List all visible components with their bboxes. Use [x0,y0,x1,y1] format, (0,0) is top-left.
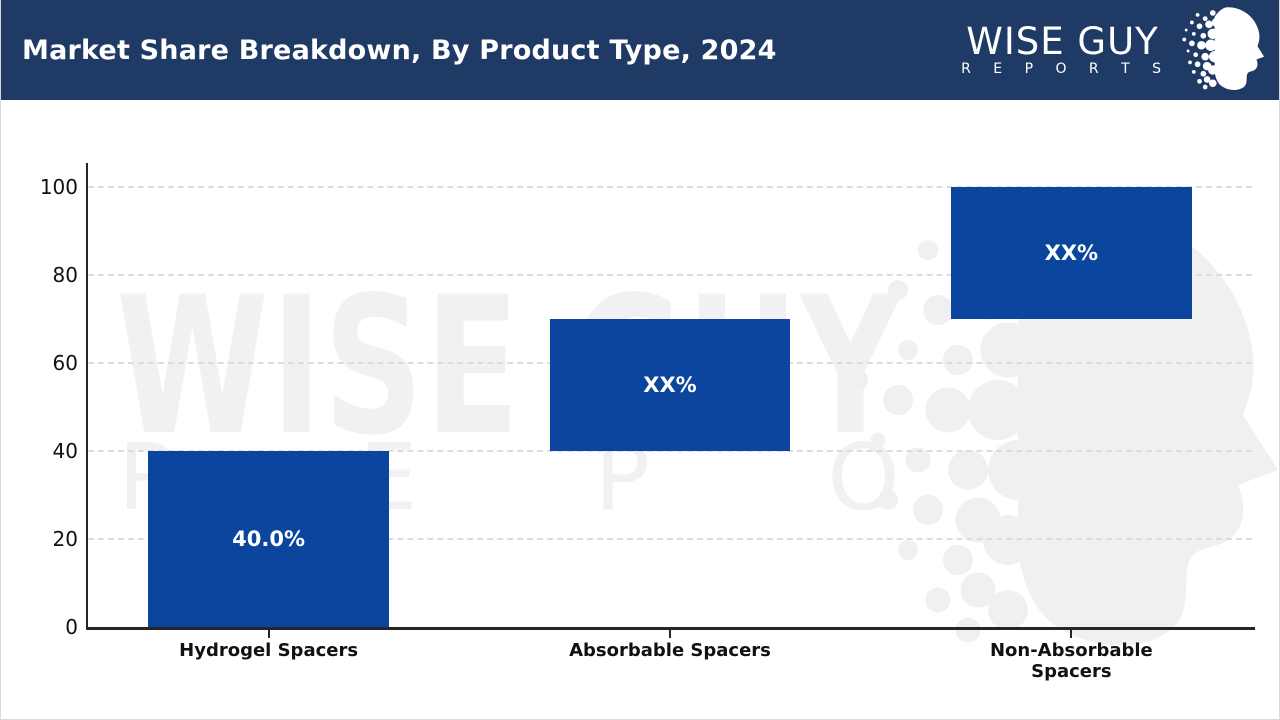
xtick-mark [267,630,270,638]
gridline [88,538,1252,540]
wiseguy-wordmark: WISE GUY [966,19,1159,63]
ytick-label: 100 [39,175,78,199]
category-label: Non-Absorbable Spacers [989,640,1153,682]
gridline [88,186,1252,188]
gridline [88,450,1252,452]
xtick-mark [1070,630,1073,638]
category-label: Absorbable Spacers [569,640,771,661]
x-axis-spine [86,627,1255,630]
bar-value-label: 40.0% [232,527,306,551]
wiseguy-logo-text: WISE GUY R E P O R T S [955,19,1170,78]
ytick-label: 40 [52,439,78,463]
ytick-label: 0 [65,615,78,639]
wiseguy-head-icon [1182,7,1265,91]
bar: 40.0% [148,451,390,627]
bar-value-label: XX% [643,373,697,397]
header-bar: Market Share Breakdown, By Product Type,… [0,0,1280,100]
wiseguy-logo: WISE GUY R E P O R T S [955,7,1266,93]
page-title: Market Share Breakdown, By Product Type,… [22,34,777,66]
bar-chart: 0 20 40 60 80 100 40.0% XX% XX% Hydrogel Spacers A… [0,100,1280,720]
ytick-label: 80 [52,263,78,287]
wiseguy-reports-text: R E P O R T S [961,61,1170,78]
gridline [88,274,1252,276]
category-label: Hydrogel Spacers [179,640,359,661]
bar: XX% [950,187,1192,319]
bar-value-label: XX% [1044,241,1099,265]
ytick-label: 60 [52,351,78,375]
xtick-mark [669,630,671,638]
y-axis-spine [86,163,88,630]
bar: XX% [549,319,791,451]
ytick-label: 20 [52,527,78,551]
